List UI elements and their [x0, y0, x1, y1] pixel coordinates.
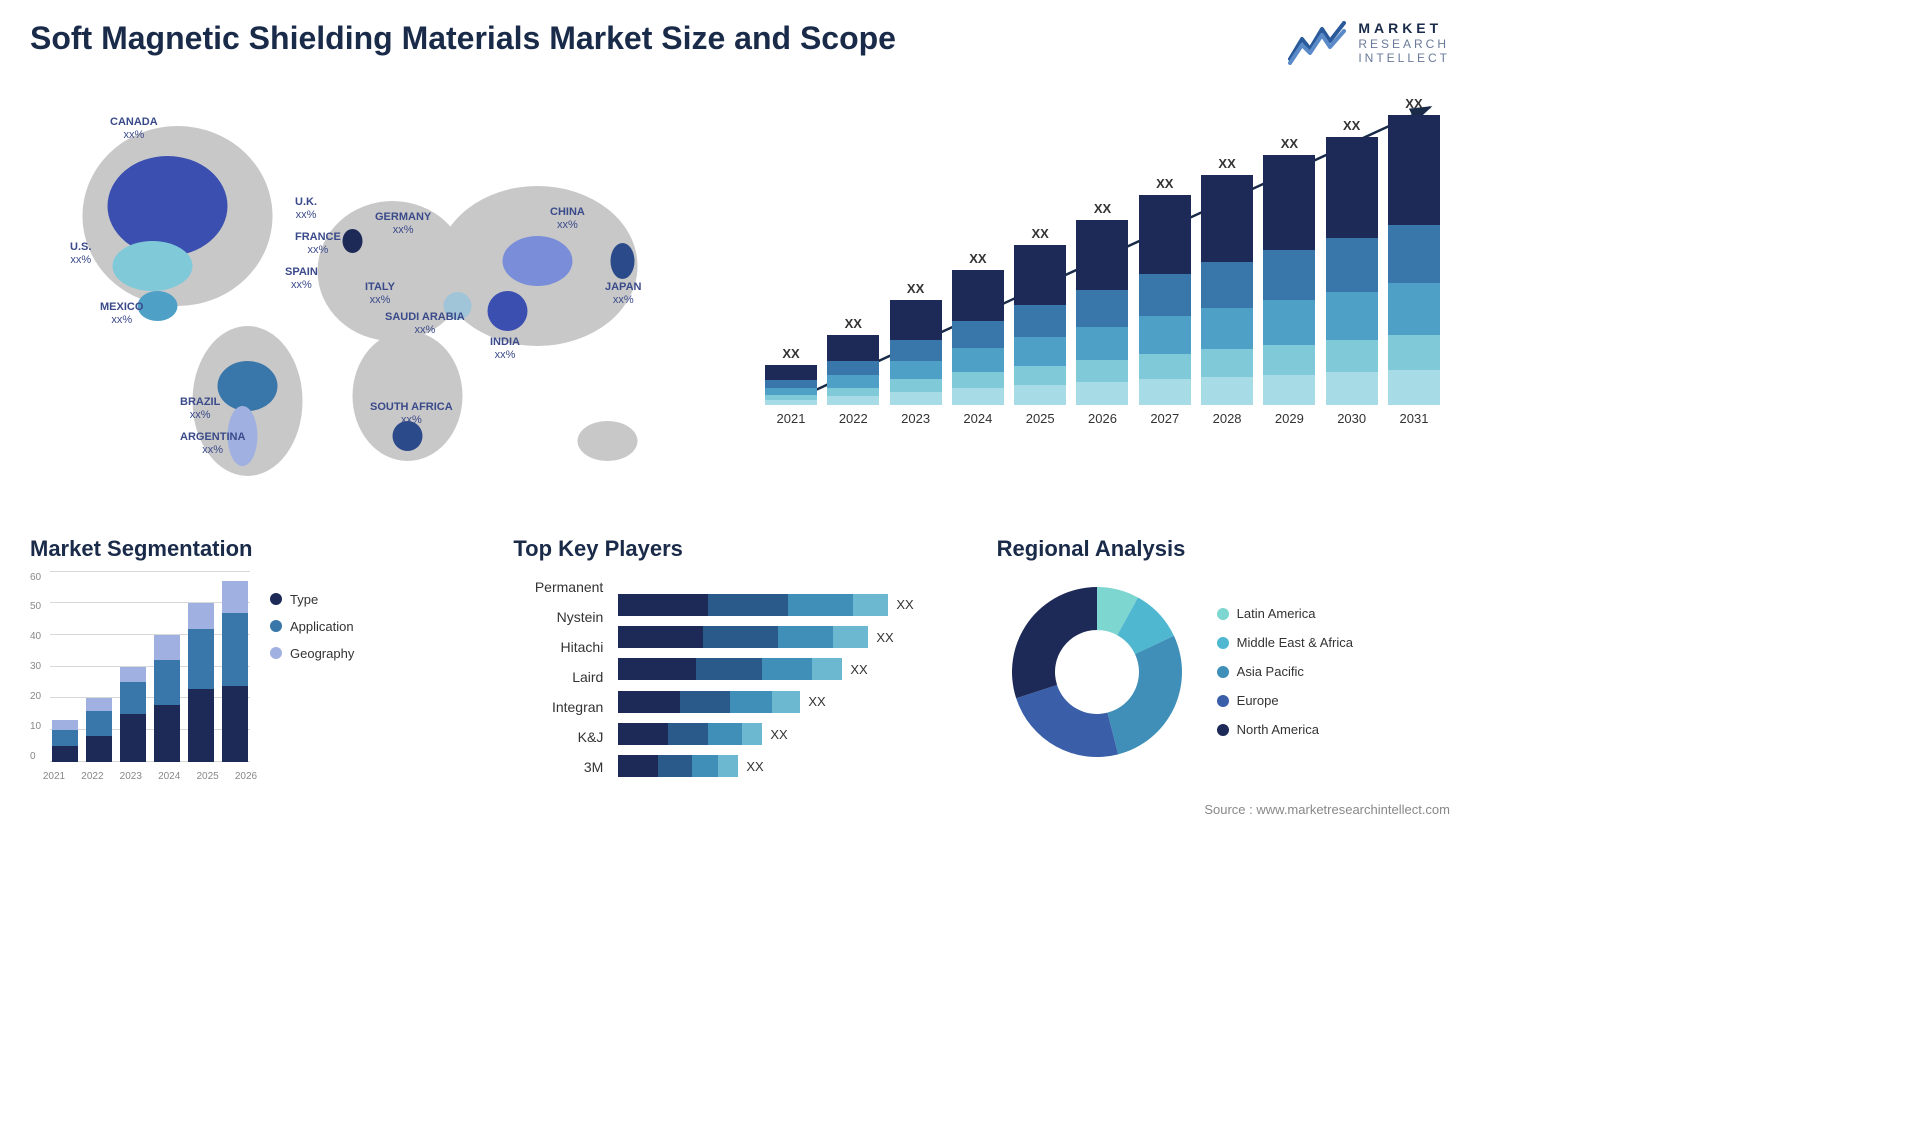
- logo-text-2: RESEARCH: [1358, 37, 1450, 51]
- player-label: Laird: [513, 669, 603, 685]
- main-bar: XX2030: [1326, 118, 1378, 426]
- player-bar: XX: [618, 719, 966, 749]
- main-bar: XX2028: [1201, 156, 1253, 426]
- map-label: GERMANYxx%: [375, 211, 431, 237]
- main-bar: XX2031: [1388, 96, 1440, 426]
- legend-item: Middle East & Africa: [1217, 635, 1353, 650]
- regional-legend: Latin America Middle East & Africa Asia Pa…: [1217, 606, 1353, 737]
- brand-logo: MARKET RESEARCH INTELLECT: [1288, 20, 1450, 66]
- seg-bar: [120, 667, 146, 762]
- map-label: FRANCExx%: [295, 231, 341, 257]
- main-bar: XX2026: [1076, 201, 1128, 426]
- top-row: CANADAxx% U.S.xx% MEXICOxx% BRAZILxx% ARGENT…: [30, 86, 1450, 506]
- main-bar: XX2027: [1139, 176, 1191, 426]
- map-label: ITALYxx%: [365, 281, 395, 307]
- player-bar: XX: [618, 622, 966, 652]
- segmentation-panel: Market Segmentation 0102030405060 202120…: [30, 536, 483, 782]
- main-bar: XX2022: [827, 316, 879, 426]
- main-bar: XX2024: [952, 251, 1004, 426]
- seg-bar: [52, 720, 78, 761]
- player-label: Hitachi: [513, 639, 603, 655]
- page-title: Soft Magnetic Shielding Materials Market…: [30, 20, 896, 57]
- player-label: Integran: [513, 699, 603, 715]
- seg-bar: [154, 635, 180, 762]
- main-bar: XX2023: [890, 281, 942, 426]
- player-label: 3M: [513, 759, 603, 775]
- legend-item: Asia Pacific: [1217, 664, 1353, 679]
- players-title: Top Key Players: [513, 536, 966, 562]
- source-text: Source : www.marketresearchintellect.com: [30, 802, 1450, 817]
- donut-chart: [997, 572, 1197, 772]
- map-label: SOUTH AFRICAxx%: [370, 401, 453, 427]
- seg-bar: [222, 581, 248, 761]
- main-bar: XX2029: [1263, 136, 1315, 426]
- regional-panel: Regional Analysis Latin America Middle Ea…: [997, 536, 1450, 782]
- legend-item: Application: [270, 619, 354, 634]
- main-bar: XX2021: [765, 346, 817, 426]
- legend-item: North America: [1217, 722, 1353, 737]
- player-bar: XX: [618, 654, 966, 684]
- map-label: MEXICOxx%: [100, 301, 143, 327]
- map-label: U.S.xx%: [70, 241, 91, 267]
- map-label: CHINAxx%: [550, 206, 585, 232]
- player-labels: PermanentNysteinHitachiLairdIntegranK&J3…: [513, 572, 603, 782]
- world-map-section: CANADAxx% U.S.xx% MEXICOxx% BRAZILxx% ARGENT…: [30, 86, 725, 506]
- legend-item: Type: [270, 592, 354, 607]
- legend-item: Europe: [1217, 693, 1353, 708]
- logo-text-3: INTELLECT: [1358, 51, 1450, 65]
- header: Soft Magnetic Shielding Materials Market…: [30, 20, 1450, 66]
- segmentation-title: Market Segmentation: [30, 536, 483, 562]
- map-label: JAPANxx%: [605, 281, 641, 307]
- players-panel: Top Key Players PermanentNysteinHitachiL…: [513, 536, 966, 782]
- map-label: CANADAxx%: [110, 116, 158, 142]
- map-label: SPAINxx%: [285, 266, 318, 292]
- donut-slice: [1107, 635, 1182, 754]
- map-label: BRAZILxx%: [180, 396, 220, 422]
- segmentation-legend: Type Application Geography: [270, 592, 354, 782]
- map-label: INDIAxx%: [490, 336, 520, 362]
- donut-slice: [1012, 587, 1097, 698]
- segmentation-chart: 0102030405060 202120222023202420252026: [30, 572, 250, 782]
- bottom-row: Market Segmentation 0102030405060 202120…: [30, 536, 1450, 782]
- player-bar: XX: [618, 590, 966, 620]
- legend-item: Geography: [270, 646, 354, 661]
- regional-title: Regional Analysis: [997, 536, 1450, 562]
- legend-item: Latin America: [1217, 606, 1353, 621]
- seg-bar: [86, 698, 112, 761]
- map-label: SAUDI ARABIAxx%: [385, 311, 465, 337]
- logo-icon: [1288, 21, 1348, 65]
- main-bar-chart: XX2021XX2022XX2023XX2024XX2025XX2026XX20…: [755, 86, 1450, 506]
- player-bars-chart: XXXXXXXXXXXX: [618, 572, 966, 782]
- main-bar: XX2025: [1014, 226, 1066, 426]
- player-label: K&J: [513, 729, 603, 745]
- player-label: Nystein: [513, 609, 603, 625]
- map-label: U.K.xx%: [295, 196, 317, 222]
- player-bar: XX: [618, 687, 966, 717]
- logo-text-1: MARKET: [1358, 20, 1450, 37]
- donut-slice: [1016, 685, 1118, 757]
- seg-bar: [188, 603, 214, 761]
- player-bar: XX: [618, 751, 966, 781]
- map-label: ARGENTINAxx%: [180, 431, 245, 457]
